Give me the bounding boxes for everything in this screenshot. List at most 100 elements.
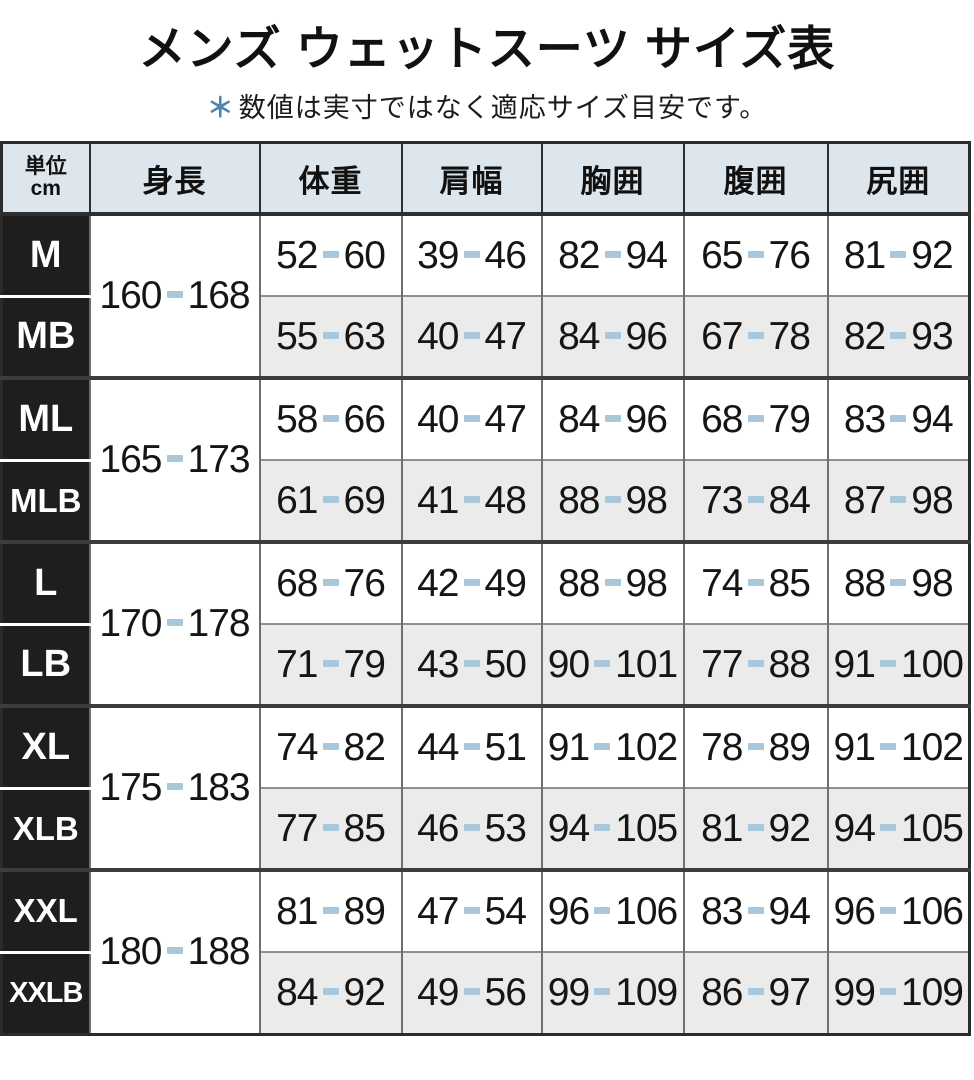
- range-max: 98: [625, 478, 668, 522]
- range-min: 99: [833, 970, 876, 1014]
- range-min: 58: [276, 397, 318, 441]
- range-max: 188: [187, 930, 251, 974]
- range-max: 105: [615, 806, 678, 850]
- range-max: 53: [484, 806, 527, 850]
- range-max: 54: [484, 889, 527, 933]
- size-cell: XLB: [1, 786, 90, 871]
- size-cell: LB: [1, 622, 90, 707]
- column-header-hip: 尻囲: [826, 142, 970, 217]
- waist-cell: 77 88: [682, 623, 828, 707]
- note-text: 数値は実寸ではなく適応サイズ目安です。: [238, 93, 768, 124]
- range-dash-icon: [879, 823, 896, 831]
- table-row: XLB 77 85 46 53 94 105 81 92 94 105: [1, 786, 970, 871]
- range-min: 49: [417, 970, 459, 1014]
- range-min: 180: [99, 930, 162, 974]
- range-dash-icon: [166, 783, 183, 791]
- range-min: 99: [547, 970, 590, 1014]
- hip-cell: 87 98: [826, 459, 970, 543]
- range-min: 83: [843, 397, 886, 441]
- range-dash-icon: [747, 987, 764, 995]
- height-cell: 165 173: [88, 376, 260, 543]
- range-max: 85: [768, 561, 811, 605]
- size-table-body: M 160 168 52 60 39 46 82 94 65 76 81 92 MB 55 63 40 47 84 9…: [1, 212, 970, 1035]
- waist-cell: 78 89: [682, 704, 828, 789]
- range-max: 168: [187, 274, 251, 318]
- range-dash-icon: [594, 659, 611, 667]
- range-dash-icon: [322, 742, 339, 750]
- shoulder-cell: 40 47: [400, 376, 542, 461]
- range-dash-icon: [879, 659, 896, 667]
- chest-cell: 94 105: [540, 787, 684, 871]
- range-min: 84: [558, 397, 600, 441]
- range-dash-icon: [463, 250, 480, 258]
- range-min: 42: [417, 561, 459, 605]
- range-min: 77: [276, 806, 318, 850]
- range-min: 43: [417, 642, 459, 686]
- range-dash-icon: [322, 414, 339, 422]
- table-row: M 160 168 52 60 39 46 82 94 65 76 81 92: [1, 212, 970, 379]
- range-max: 79: [768, 397, 811, 441]
- range-min: 94: [833, 806, 876, 850]
- table-row: XXLB 84 92 49 56 99 109 86 97 99 109: [1, 950, 970, 1035]
- range-max: 94: [625, 233, 668, 277]
- range-min: 61: [276, 478, 318, 522]
- asterisk-icon: ＊: [206, 93, 235, 124]
- shoulder-cell: 49 56: [400, 951, 542, 1035]
- range-dash-icon: [322, 331, 339, 339]
- range-dash-icon: [747, 331, 764, 339]
- chest-cell: 88 98: [540, 459, 684, 543]
- unit-label: 単位: [24, 155, 67, 178]
- range-min: 84: [558, 314, 600, 358]
- range-max: 82: [343, 725, 386, 769]
- hip-cell: 91 102: [826, 704, 970, 789]
- shoulder-cell: 44 51: [400, 704, 542, 789]
- range-min: 55: [276, 314, 318, 358]
- weight-cell: 61 69: [258, 459, 402, 543]
- waist-cell: 73 84: [682, 459, 828, 543]
- header-row: 単位 cm 身長 体重 肩幅 胸囲 腹囲 尻囲: [1, 142, 970, 217]
- range-dash-icon: [322, 250, 339, 258]
- unit-header-cell: 単位 cm: [1, 142, 90, 217]
- range-dash-icon: [890, 250, 907, 258]
- note-line: ＊数値は実寸ではなく適応サイズ目安です。: [0, 86, 974, 125]
- chest-cell: 88 98: [540, 540, 684, 625]
- range-dash-icon: [879, 742, 896, 750]
- range-dash-icon: [890, 414, 907, 422]
- range-max: 109: [615, 970, 678, 1014]
- range-dash-icon: [747, 578, 764, 586]
- range-min: 82: [558, 233, 600, 277]
- range-min: 81: [276, 889, 318, 933]
- range-dash-icon: [463, 331, 480, 339]
- range-min: 47: [417, 889, 459, 933]
- range-dash-icon: [463, 823, 480, 831]
- table-row: L 170 178 68 76 42 49 88 98 74 85 88 98: [1, 540, 970, 707]
- range-dash-icon: [463, 578, 480, 586]
- column-header-waist: 腹囲: [682, 142, 828, 217]
- range-min: 160: [99, 274, 162, 318]
- size-cell: MB: [1, 294, 90, 379]
- range-min: 65: [701, 233, 743, 277]
- range-dash-icon: [747, 823, 764, 831]
- range-min: 91: [833, 642, 876, 686]
- range-dash-icon: [463, 742, 480, 750]
- hip-cell: 94 105: [826, 787, 970, 871]
- range-max: 51: [484, 725, 527, 769]
- range-dash-icon: [890, 331, 907, 339]
- range-dash-icon: [322, 495, 339, 503]
- range-max: 89: [343, 889, 386, 933]
- range-max: 92: [911, 233, 953, 277]
- table-row: MLB 61 69 41 48 88 98 73 84 87 98: [1, 458, 970, 543]
- range-min: 67: [701, 314, 743, 358]
- size-cell: XL: [1, 704, 90, 789]
- range-dash-icon: [604, 414, 621, 422]
- range-max: 109: [900, 970, 964, 1014]
- range-min: 88: [558, 478, 600, 522]
- range-min: 68: [276, 561, 318, 605]
- range-max: 102: [900, 725, 964, 769]
- chest-cell: 90 101: [540, 623, 684, 707]
- hip-cell: 99 109: [826, 951, 970, 1035]
- range-dash-icon: [463, 987, 480, 995]
- waist-cell: 68 79: [682, 376, 828, 461]
- range-min: 83: [701, 889, 743, 933]
- waist-cell: 86 97: [682, 951, 828, 1035]
